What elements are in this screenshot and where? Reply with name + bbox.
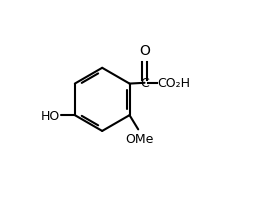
Text: OMe: OMe xyxy=(125,133,153,145)
Text: C: C xyxy=(140,77,149,90)
Text: O: O xyxy=(139,44,150,58)
Text: CO₂H: CO₂H xyxy=(157,77,191,90)
Text: HO: HO xyxy=(41,109,60,122)
